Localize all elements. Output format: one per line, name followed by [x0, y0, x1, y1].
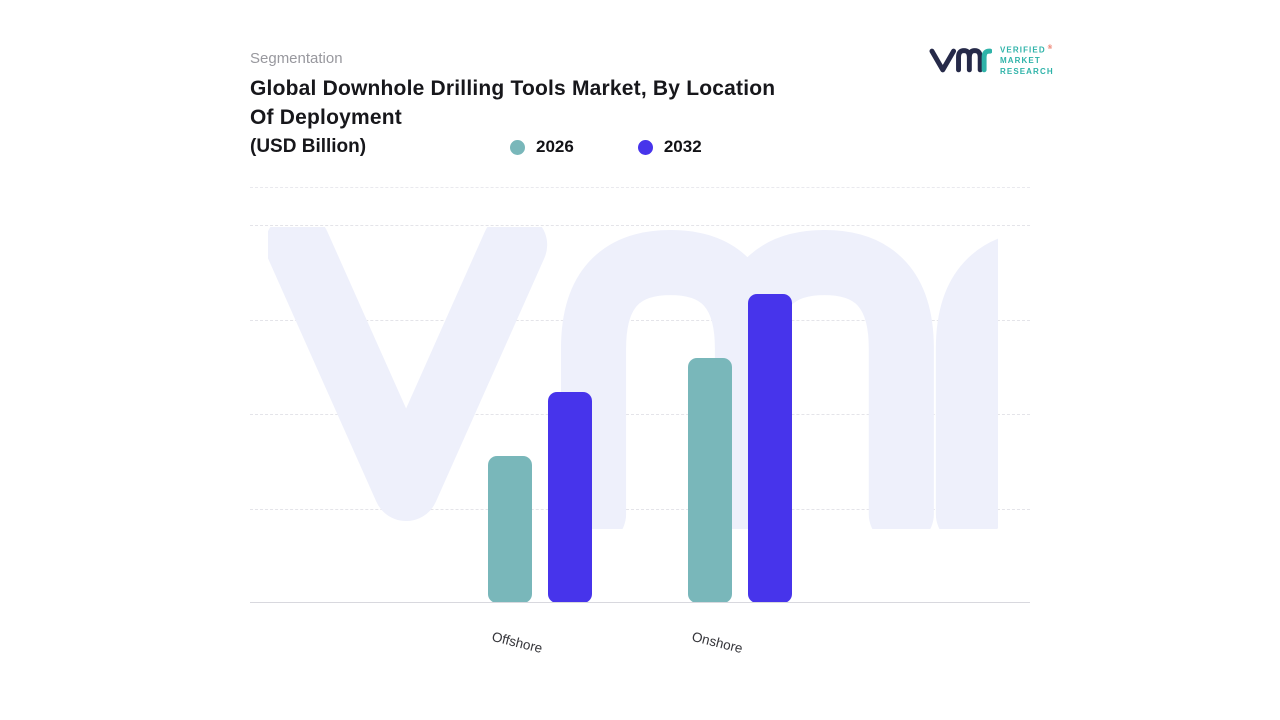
header-divider — [250, 187, 1030, 188]
subtitle-row: (USD Billion) 2026 2032 — [250, 133, 702, 161]
x-axis-label-onshore: Onshore — [690, 629, 745, 657]
bar-onshore-2032 — [748, 294, 792, 603]
chart-title-line2: Of Deployment — [250, 106, 402, 129]
legend-swatch-2026 — [510, 139, 525, 155]
chart-title-line1: Global Downhole Drilling Tools Market, B… — [250, 77, 776, 100]
vmr-watermark-icon — [268, 227, 998, 529]
gridline — [250, 320, 1030, 321]
legend-label: 2026 — [536, 137, 574, 156]
x-axis-line — [250, 602, 1030, 603]
gridline — [250, 414, 1030, 415]
plot-area: Offshore Onshore — [250, 225, 1030, 656]
x-axis-label-offshore: Offshore — [490, 629, 545, 657]
gridline — [250, 225, 1030, 226]
registered-mark: ® — [1047, 44, 1054, 51]
gridline — [250, 509, 1030, 510]
logo-line-market: MARKET — [1000, 56, 1041, 66]
legend-swatch-2032 — [637, 139, 653, 155]
logo-line-verified: VERIFIED — [1000, 45, 1046, 55]
legend-label: 2032 — [663, 137, 702, 156]
vmr-logo: VERIFIED ® MARKET RESEARCH — [928, 40, 1054, 80]
legend-item-2026[interactable]: 2026 — [510, 137, 574, 157]
segmentation-label: Segmentation — [250, 50, 343, 67]
bar-onshore-2026 — [688, 358, 732, 603]
bar-offshore-2026 — [488, 456, 532, 603]
bar-offshore-2032 — [548, 392, 592, 603]
chart-title: Global Downhole Drilling Tools Market, B… — [250, 74, 775, 132]
vmr-logo-icon — [929, 48, 992, 73]
logo-wordmark: VERIFIED ® MARKET RESEARCH — [1000, 43, 1054, 78]
logo-line-research: RESEARCH — [1000, 67, 1054, 77]
units-label: (USD Billion) — [250, 136, 367, 157]
legend: 2026 2032 — [510, 137, 702, 157]
legend-item-2032[interactable]: 2032 — [637, 137, 702, 157]
